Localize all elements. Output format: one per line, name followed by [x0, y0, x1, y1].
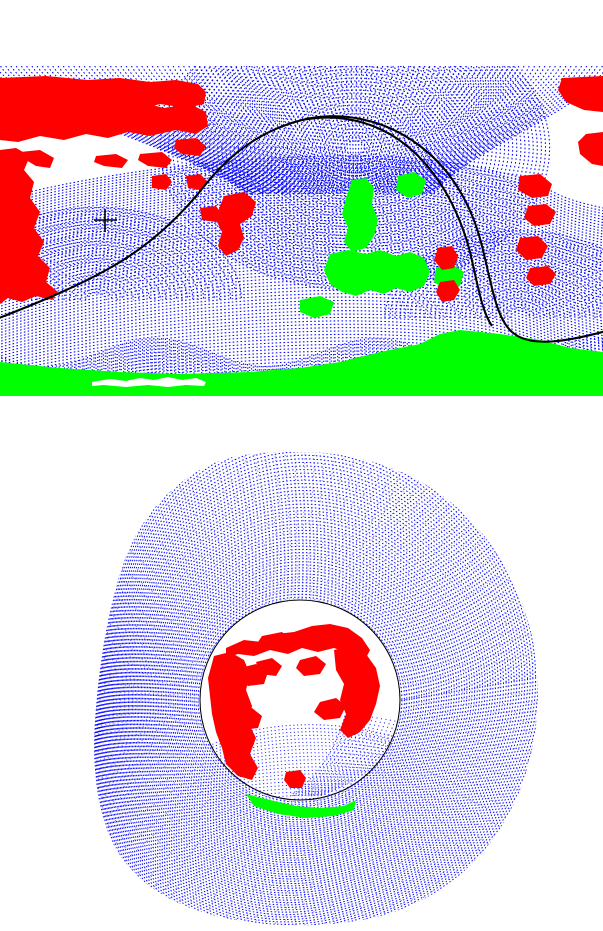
- lower-panel: [94, 452, 538, 926]
- green-band-notch: [92, 377, 206, 387]
- upper-boundary-curve-right: [301, 116, 493, 327]
- upper-boundary-curve: [0, 115, 603, 343]
- crosshair-marker: [94, 209, 117, 232]
- upper-panel: [0, 66, 603, 396]
- lower-disc-outline: [199, 599, 401, 801]
